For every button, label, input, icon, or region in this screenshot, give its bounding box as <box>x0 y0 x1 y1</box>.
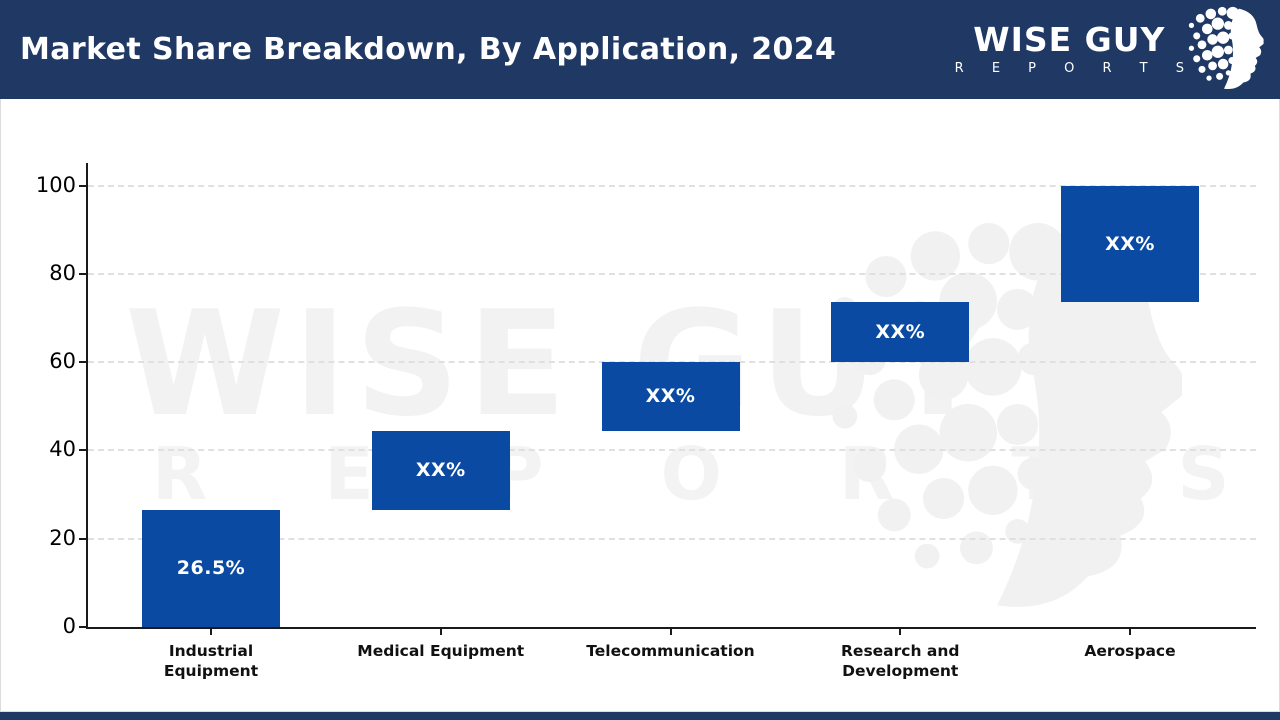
y-axis-tick-label: 20 <box>49 525 76 550</box>
x-axis-category-label: Medical Equipment <box>326 641 556 661</box>
brand-name: WISE GUY <box>973 20 1166 59</box>
y-axis-tick-label: 100 <box>35 172 76 197</box>
bar-value-label: XX% <box>415 459 466 482</box>
brand-logo: WISE GUY R E P O R T S <box>955 6 1270 94</box>
bar: XX% <box>831 302 970 363</box>
x-axis-tick <box>669 628 672 635</box>
x-axis-category-label-line: Medical Equipment <box>357 642 525 660</box>
page-title: Market Share Breakdown, By Application, … <box>20 32 837 67</box>
y-axis-tick-label: 40 <box>49 437 76 462</box>
y-axis-tick <box>79 537 87 540</box>
bar-value-label: XX% <box>1105 232 1155 255</box>
brand-logo-text: WISE GUY R E P O R T S <box>955 23 1184 76</box>
y-axis-line <box>86 163 88 629</box>
x-axis-category-label-line: Industrial <box>168 642 254 660</box>
header-bar: Market Share Breakdown, By Application, … <box>0 0 1280 99</box>
footer-bar <box>0 712 1280 720</box>
x-axis-tick <box>210 628 212 635</box>
y-axis-tick-label: 80 <box>49 260 76 285</box>
bar-value-label: 26.5% <box>176 557 246 580</box>
gridline <box>88 449 1256 452</box>
y-axis-tick <box>79 361 87 364</box>
y-axis-tick-label: 0 <box>62 614 76 638</box>
x-axis-category-label: Aerospace <box>1015 641 1245 661</box>
x-axis-category-label: Industrial Equipment <box>96 641 326 681</box>
x-axis-category-label-line: Telecommunication <box>586 642 755 660</box>
bar: XX% <box>1061 185 1199 303</box>
x-axis-category-label-line: Equipment <box>163 662 259 680</box>
bar: 26.5% <box>142 510 280 627</box>
x-axis-category-label-line: Development <box>842 662 959 680</box>
bar: XX% <box>371 430 510 510</box>
y-axis-tick-label: 60 <box>49 349 76 374</box>
y-axis-tick <box>79 449 87 452</box>
bar: XX% <box>601 362 740 431</box>
gridline <box>88 537 1256 540</box>
x-axis-tick <box>439 628 442 635</box>
wiseguy-face-logo-icon <box>1178 6 1270 94</box>
gridline <box>88 272 1256 275</box>
x-axis-category-label: Research and Development <box>785 641 1015 681</box>
x-axis-tick <box>1129 628 1131 635</box>
y-axis-tick <box>79 184 87 187</box>
y-axis-tick <box>79 626 87 628</box>
y-axis-tick <box>79 272 87 275</box>
bar-value-label: XX% <box>645 385 696 408</box>
x-axis-category-label: Telecommunication <box>556 641 786 661</box>
x-axis-line <box>86 627 1256 629</box>
bar-value-label: XX% <box>875 321 926 344</box>
gridline <box>88 184 1256 187</box>
brand-subtitle: R E P O R T S <box>954 61 1196 76</box>
x-axis-category-label-line: Aerospace <box>1084 642 1176 660</box>
x-axis-category-label-line: Research and <box>841 642 960 660</box>
x-axis-tick <box>899 628 902 635</box>
